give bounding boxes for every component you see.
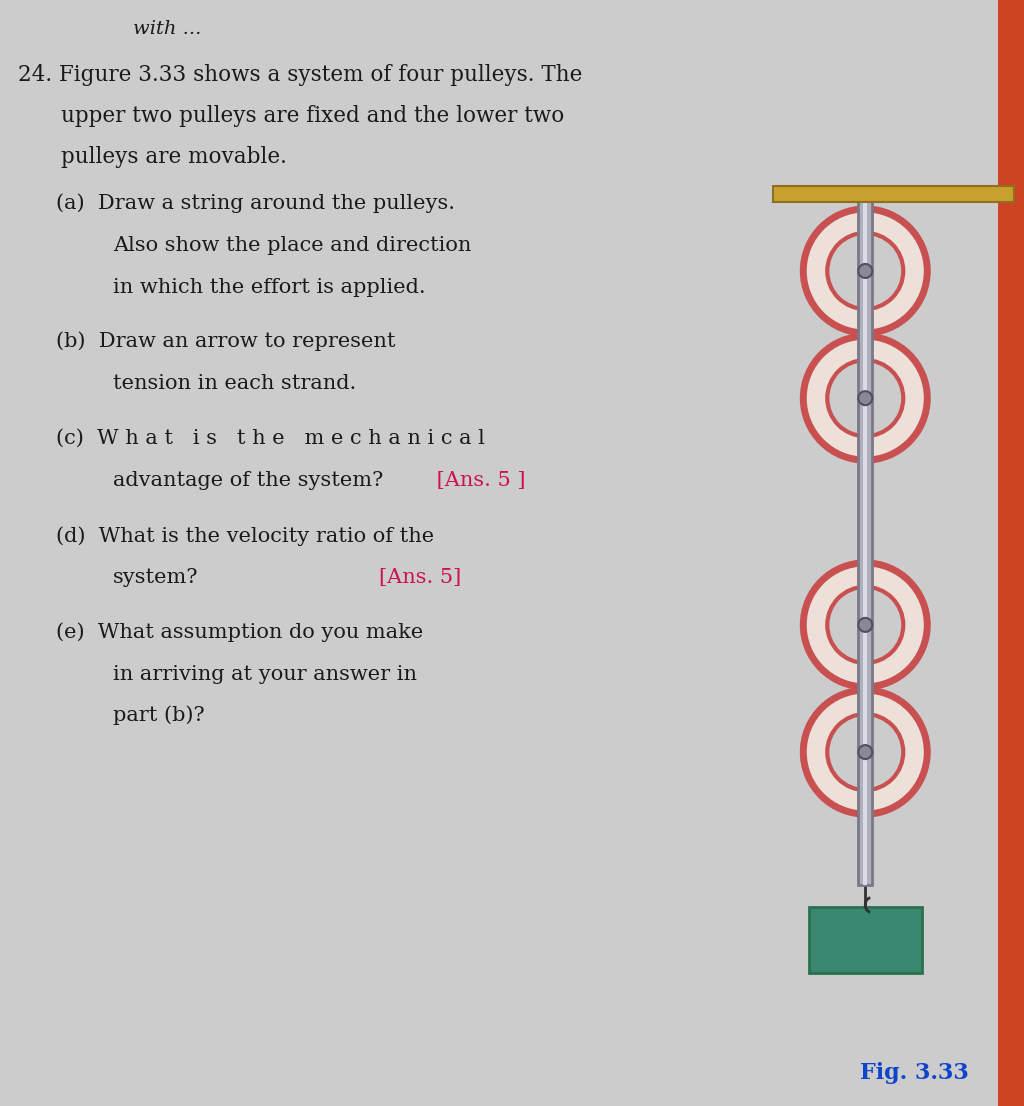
Text: 24. Figure 3.33 shows a system of four pulleys. The: 24. Figure 3.33 shows a system of four p…: [18, 64, 583, 86]
Circle shape: [803, 690, 928, 814]
Text: tension in each strand.: tension in each strand.: [113, 374, 356, 393]
Text: pulleys are movable.: pulleys are movable.: [61, 146, 288, 168]
Text: (b)  Draw an arrow to represent: (b) Draw an arrow to represent: [56, 332, 396, 352]
Bar: [809, 907, 922, 973]
Circle shape: [858, 745, 872, 759]
Text: advantage of the system?: advantage of the system?: [113, 471, 383, 490]
Text: (c)  W h a t   i s   t h e   m e c h a n i c a l: (c) W h a t i s t h e m e c h a n i c a …: [56, 429, 485, 448]
Text: Also show the place and direction: Also show the place and direction: [113, 236, 471, 254]
Circle shape: [803, 209, 928, 333]
Circle shape: [827, 233, 903, 309]
Circle shape: [803, 336, 928, 460]
Text: system?: system?: [113, 568, 198, 587]
Circle shape: [858, 264, 872, 278]
Circle shape: [858, 392, 872, 405]
Text: [Ans. 5 ]: [Ans. 5 ]: [430, 471, 525, 490]
Text: (e)  What assumption do you make: (e) What assumption do you make: [56, 623, 424, 643]
Text: (d)  What is the velocity ratio of the: (d) What is the velocity ratio of the: [56, 526, 434, 546]
Bar: [773, 186, 1014, 201]
Text: (a)  Draw a string around the pulleys.: (a) Draw a string around the pulleys.: [56, 194, 456, 213]
Text: in which the effort is applied.: in which the effort is applied.: [113, 278, 425, 296]
Circle shape: [858, 618, 872, 632]
Bar: [863, 194, 867, 885]
Circle shape: [827, 714, 903, 790]
Bar: [998, 0, 1024, 1106]
Circle shape: [827, 361, 903, 436]
Bar: [858, 194, 872, 885]
Text: [Ans. 5]: [Ans. 5]: [379, 568, 461, 587]
Circle shape: [803, 563, 928, 687]
Circle shape: [827, 587, 903, 662]
Text: in arriving at your answer in: in arriving at your answer in: [113, 665, 417, 684]
Text: upper two pulleys are fixed and the lower two: upper two pulleys are fixed and the lowe…: [61, 105, 564, 127]
Text: Fig. 3.33: Fig. 3.33: [860, 1062, 969, 1084]
Text: part (b)?: part (b)?: [113, 706, 204, 726]
Text: with ...: with ...: [133, 20, 202, 38]
